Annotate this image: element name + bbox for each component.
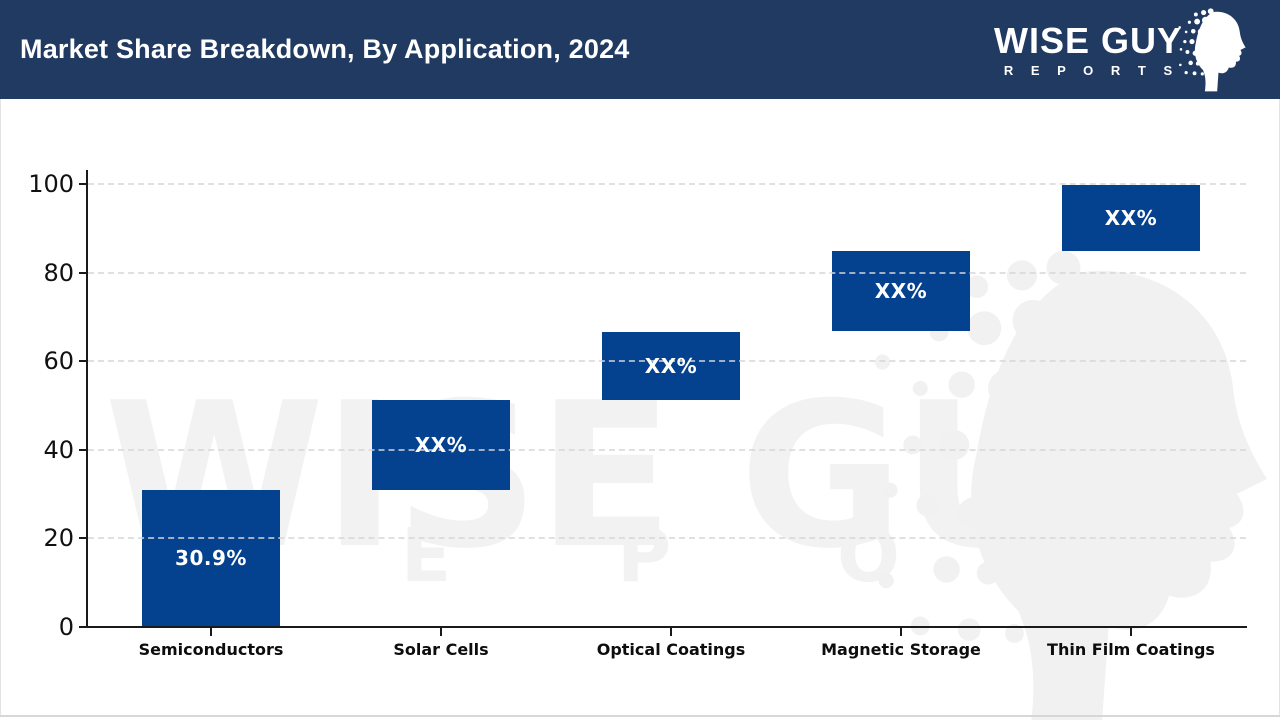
logo-wordmark: WISE GUY R E P O R T S: [993, 19, 1182, 78]
category-label-thin-film-coatings: Thin Film Coatings: [1047, 640, 1215, 659]
x-axis-tick: [1130, 628, 1132, 636]
watermark: WISE GUY R E P O R T S: [0, 99, 1280, 720]
bar-semiconductors: [142, 489, 280, 627]
y-tick-label-20: 20: [43, 524, 74, 553]
y-tick-label-40: 40: [43, 435, 74, 464]
page-title: Market Share Breakdown, By Application, …: [20, 34, 630, 64]
x-axis-tick: [210, 628, 212, 636]
y-axis-tick: [79, 360, 87, 363]
bar-magnetic-storage: [832, 251, 970, 332]
bar-value-label: 30.9%: [175, 546, 247, 571]
bar-solar-cells: [372, 400, 510, 490]
gridline-60: [88, 360, 1246, 363]
x-axis-line: [86, 626, 1247, 628]
category-label-semiconductors: Semiconductors: [138, 640, 284, 659]
gridline-40: [88, 448, 1246, 451]
logo-head-icon: [1178, 7, 1246, 91]
bar-value-label: XX%: [1104, 205, 1158, 230]
gridline-80: [88, 271, 1246, 274]
bar-thin-film-coatings: [1062, 184, 1200, 252]
y-axis-tick: [79, 448, 87, 451]
bar-optical-coatings: [602, 331, 740, 401]
bar-value-label: XX%: [874, 279, 928, 304]
y-tick-label-100: 100: [28, 170, 74, 199]
y-tick-label-80: 80: [43, 258, 74, 287]
gridline-100: [88, 183, 1246, 186]
category-label-optical-coatings: Optical Coatings: [596, 640, 746, 659]
y-axis-tick: [79, 625, 87, 628]
logo-wordmark-line2: R E P O R T S: [1003, 62, 1180, 78]
bar-value-label: XX%: [414, 432, 468, 457]
category-label-solar-cells: Solar Cells: [393, 640, 489, 659]
y-axis-tick: [79, 537, 87, 540]
y-axis-tick: [79, 271, 87, 274]
y-tick-label-0: 0: [58, 612, 74, 641]
header-bar: Market Share Breakdown, By Application, …: [0, 0, 1280, 99]
x-axis-tick: [440, 628, 442, 636]
x-axis-tick: [670, 628, 672, 636]
gridline-20: [88, 537, 1246, 540]
wise-guy-logo: WISE GUY R E P O R T S: [993, 7, 1254, 92]
y-axis-tick: [79, 183, 87, 186]
y-tick-label-60: 60: [43, 347, 74, 376]
y-axis-line: [86, 170, 88, 628]
x-axis-tick: [900, 628, 902, 636]
bar-value-label: XX%: [644, 354, 698, 379]
logo-wordmark-line1: WISE GUY: [993, 19, 1182, 61]
category-label-magnetic-storage: Magnetic Storage: [821, 640, 981, 659]
card-bottom-border: [0, 715, 1280, 717]
